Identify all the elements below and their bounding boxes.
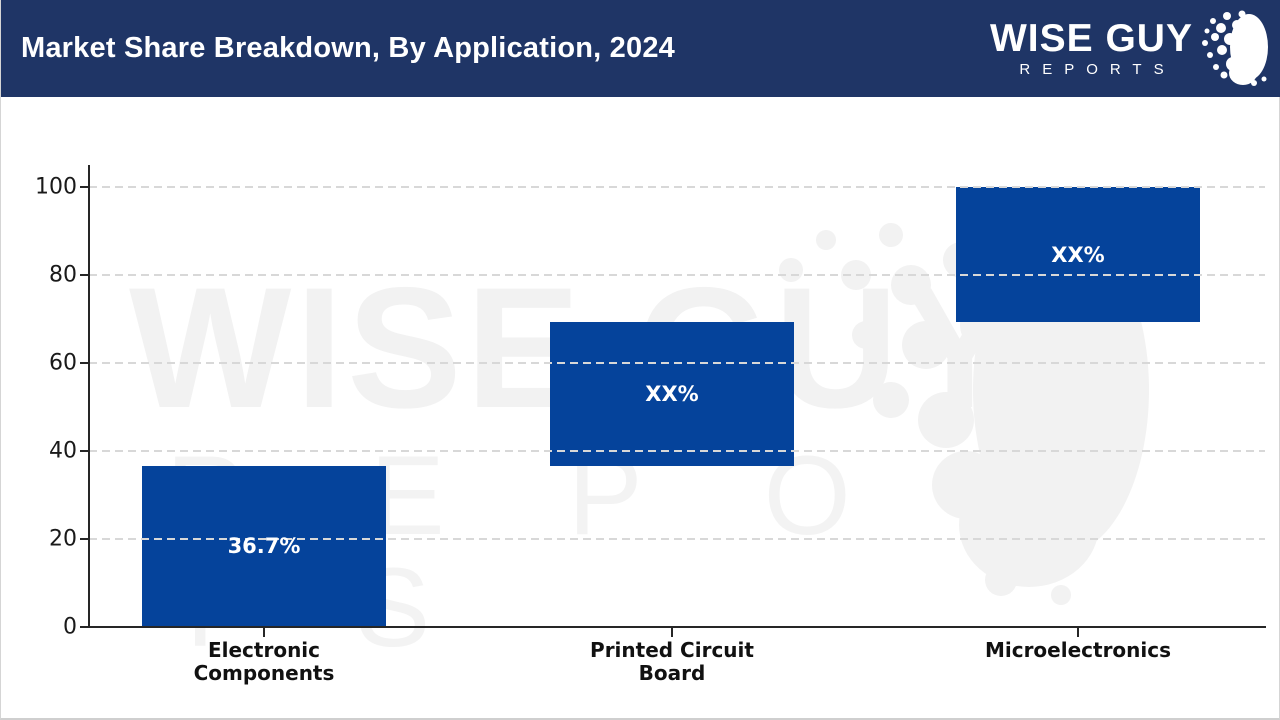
y-tick-label: 100 bbox=[35, 174, 77, 200]
page-title: Market Share Breakdown, By Application, … bbox=[21, 32, 675, 64]
x-axis-line bbox=[88, 626, 1266, 628]
y-tick-label: 60 bbox=[49, 350, 77, 376]
header: Market Share Breakdown, By Application, … bbox=[1, 0, 1280, 97]
y-axis-line bbox=[88, 165, 90, 628]
y-tick-label: 20 bbox=[49, 526, 77, 552]
x-tick-mark bbox=[263, 628, 265, 637]
y-tick-mark bbox=[80, 450, 88, 452]
y-tick-mark bbox=[80, 626, 88, 628]
x-category-label: Electronic Components bbox=[193, 638, 335, 685]
logo-subtitle: REPORTS bbox=[1019, 61, 1176, 78]
y-tick-mark bbox=[80, 362, 88, 364]
wiseguy-logo: WISE GUY REPORTS bbox=[990, 9, 1280, 89]
x-tick-mark bbox=[671, 628, 673, 637]
bar-value-label: XX% bbox=[645, 381, 699, 406]
logo-wordmark: WISE GUY bbox=[989, 17, 1193, 60]
x-category-label: Microelectronics bbox=[984, 638, 1172, 662]
y-tick-mark bbox=[80, 538, 88, 540]
y-tick-mark bbox=[80, 274, 88, 276]
bar-1 bbox=[142, 465, 386, 627]
bar-3 bbox=[956, 187, 1200, 323]
gridline-100 bbox=[89, 186, 1265, 188]
gridline-40 bbox=[89, 450, 1265, 452]
y-tick-label: 80 bbox=[49, 262, 77, 288]
x-category-label: Printed Circuit Board bbox=[590, 638, 754, 685]
dotted-head-icon bbox=[1202, 10, 1268, 86]
gridline-20 bbox=[89, 538, 1265, 540]
gridline-80 bbox=[89, 274, 1265, 276]
y-tick-mark bbox=[80, 186, 88, 188]
x-tick-mark bbox=[1077, 628, 1079, 637]
y-tick-label: 0 bbox=[63, 614, 77, 640]
bar-value-label: XX% bbox=[1051, 242, 1105, 267]
bar-value-label: 36.7% bbox=[227, 534, 301, 559]
bar-2 bbox=[550, 322, 794, 466]
y-tick-label: 40 bbox=[49, 438, 77, 464]
gridline-60 bbox=[89, 362, 1265, 364]
